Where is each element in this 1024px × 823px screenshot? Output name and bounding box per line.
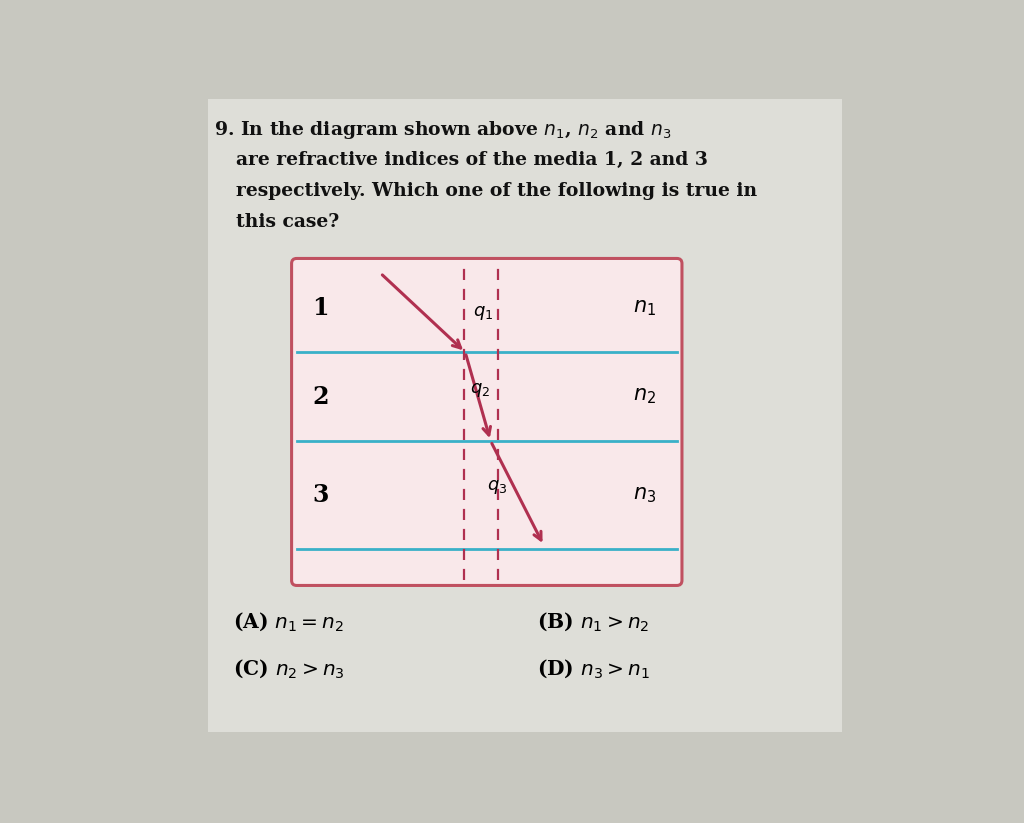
Text: 9. In the diagram shown above $n_1$, $n_2$ and $n_3$: 9. In the diagram shown above $n_1$, $n_… (214, 119, 672, 141)
Text: respectively. Which one of the following is true in: respectively. Which one of the following… (237, 183, 758, 201)
Text: (C) $n_2 > n_3$: (C) $n_2 > n_3$ (233, 658, 345, 681)
Text: 2: 2 (312, 384, 329, 408)
FancyBboxPatch shape (292, 258, 682, 585)
Text: 1: 1 (312, 296, 329, 320)
Text: $q_2$: $q_2$ (470, 381, 490, 399)
Text: (A) $n_1 = n_2$: (A) $n_1 = n_2$ (233, 611, 344, 633)
Text: (B) $n_1 > n_2$: (B) $n_1 > n_2$ (538, 611, 650, 633)
Text: this case?: this case? (237, 213, 340, 230)
Text: are refractive indices of the media 1, 2 and 3: are refractive indices of the media 1, 2… (237, 151, 709, 169)
Text: $q_1$: $q_1$ (473, 304, 494, 322)
Text: (D) $n_3 > n_1$: (D) $n_3 > n_1$ (538, 658, 650, 681)
Text: $n_1$: $n_1$ (633, 298, 655, 318)
Text: $n_2$: $n_2$ (633, 387, 655, 407)
Text: $q_3$: $q_3$ (487, 478, 508, 496)
Text: $n_3$: $n_3$ (633, 485, 655, 504)
FancyBboxPatch shape (208, 99, 842, 732)
Text: 3: 3 (312, 483, 329, 507)
